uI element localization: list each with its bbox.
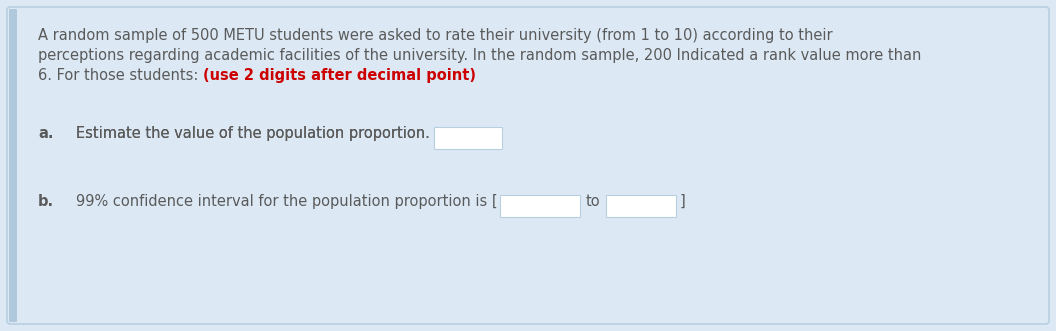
Text: ]: ] [679,194,685,209]
Text: A random sample of 500 METU students were asked to rate their university (from 1: A random sample of 500 METU students wer… [38,28,832,43]
Text: Estimate the value of the population proportion.: Estimate the value of the population pro… [76,126,430,141]
Text: Estimate the value of the population proportion.: Estimate the value of the population pro… [76,126,430,141]
Text: a.: a. [38,126,54,141]
FancyBboxPatch shape [434,127,502,149]
FancyBboxPatch shape [7,7,1049,324]
Text: b.: b. [38,194,54,209]
Text: 99% confidence interval for the population proportion is [: 99% confidence interval for the populati… [76,194,497,209]
Text: 6. For those students:: 6. For those students: [38,68,203,83]
Text: (use 2 digits after decimal point): (use 2 digits after decimal point) [203,68,476,83]
FancyBboxPatch shape [606,195,676,217]
FancyBboxPatch shape [10,9,17,322]
Text: to: to [586,194,600,209]
FancyBboxPatch shape [499,195,580,217]
Text: perceptions regarding academic facilities of the university. In the random sampl: perceptions regarding academic facilitie… [38,48,922,63]
